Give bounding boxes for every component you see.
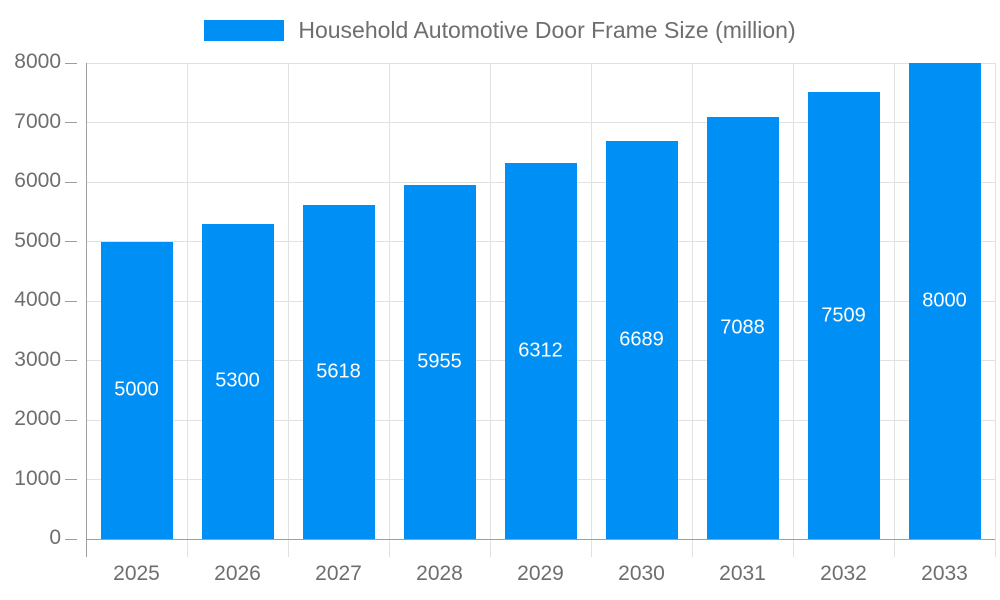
x-gridline bbox=[489, 63, 491, 539]
x-axis-tick bbox=[186, 539, 188, 557]
x-axis-tick-label: 2033 bbox=[921, 562, 968, 585]
y-axis-tick-label: 8000 bbox=[14, 50, 61, 73]
y-axis-tick-label: 3000 bbox=[14, 347, 61, 371]
y-axis-tick bbox=[65, 419, 77, 421]
x-axis-tick bbox=[489, 539, 491, 557]
x-axis-tick bbox=[388, 539, 390, 557]
y-axis-tick-label: 4000 bbox=[14, 288, 61, 311]
y-gridline bbox=[86, 122, 995, 123]
x-gridline bbox=[186, 63, 188, 539]
y-axis-tick bbox=[65, 538, 77, 540]
x-axis-tick-label: 2026 bbox=[214, 562, 261, 585]
y-axis-tick bbox=[65, 479, 77, 480]
legend-label: Household Automotive Door Frame Size (mi… bbox=[298, 17, 796, 43]
y-axis-tick-label: 7000 bbox=[14, 109, 61, 133]
x-axis-tick bbox=[893, 539, 895, 557]
y-axis-tick-label: 6000 bbox=[14, 169, 61, 192]
bar-2026[interactable] bbox=[201, 223, 274, 539]
x-gridline bbox=[691, 63, 693, 539]
x-axis-tick bbox=[287, 539, 289, 557]
bar-2032[interactable] bbox=[807, 92, 880, 539]
y-axis-tick bbox=[65, 300, 77, 302]
x-axis-tick-label: 2032 bbox=[820, 562, 867, 585]
bar-2028[interactable] bbox=[403, 184, 476, 539]
x-gridline bbox=[590, 63, 592, 539]
x-axis-line bbox=[86, 538, 995, 540]
bar-2029[interactable] bbox=[504, 163, 577, 539]
x-gridline bbox=[388, 63, 390, 539]
y-axis-tick bbox=[65, 62, 77, 64]
x-axis-tick-label: 2030 bbox=[618, 562, 665, 585]
x-axis-tick bbox=[691, 539, 693, 557]
x-gridline bbox=[792, 63, 794, 539]
bar-2025[interactable] bbox=[100, 241, 173, 539]
y-axis-tick bbox=[65, 122, 77, 123]
bar-2027[interactable] bbox=[302, 204, 375, 539]
x-axis-tick-label: 2027 bbox=[315, 562, 362, 585]
y-axis-tick-label: 1000 bbox=[14, 466, 61, 490]
y-axis-tick bbox=[65, 241, 77, 242]
bar-value-label: 6689 bbox=[619, 328, 664, 351]
bar-2031[interactable] bbox=[706, 117, 779, 539]
bar-2033[interactable] bbox=[908, 63, 981, 539]
bar-value-label: 5000 bbox=[114, 378, 159, 401]
bar-value-label: 6312 bbox=[518, 339, 563, 362]
x-axis-tick bbox=[994, 539, 996, 557]
y-axis-tick bbox=[65, 181, 77, 183]
x-axis-tick-label: 2031 bbox=[719, 562, 766, 585]
x-axis-tick-label: 2025 bbox=[113, 562, 160, 585]
y-axis-tick-label: 2000 bbox=[14, 407, 61, 430]
legend-item[interactable]: Household Automotive Door Frame Size (mi… bbox=[0, 16, 1000, 44]
legend-swatch bbox=[204, 19, 285, 41]
x-axis-tick-label: 2029 bbox=[517, 562, 564, 585]
bar-value-label: 5955 bbox=[417, 350, 462, 373]
y-axis-tick bbox=[65, 360, 77, 361]
x-gridline bbox=[287, 63, 289, 539]
bar-value-label: 5300 bbox=[215, 369, 260, 392]
y-gridline bbox=[86, 62, 995, 64]
bar-value-label: 7088 bbox=[720, 316, 765, 339]
x-axis-tick bbox=[792, 539, 794, 557]
bar-value-label: 7509 bbox=[821, 304, 866, 327]
x-gridline bbox=[994, 63, 996, 539]
bar-value-label: 5618 bbox=[316, 360, 361, 383]
x-gridline bbox=[893, 63, 895, 539]
bar-value-label: 8000 bbox=[922, 289, 967, 312]
y-axis-line bbox=[85, 63, 87, 557]
y-axis-tick-label: 5000 bbox=[14, 228, 61, 252]
y-axis-tick-label: 0 bbox=[49, 526, 61, 549]
bar-2030[interactable] bbox=[605, 141, 678, 539]
x-axis-tick-label: 2028 bbox=[416, 562, 463, 585]
x-axis-tick bbox=[590, 539, 592, 557]
